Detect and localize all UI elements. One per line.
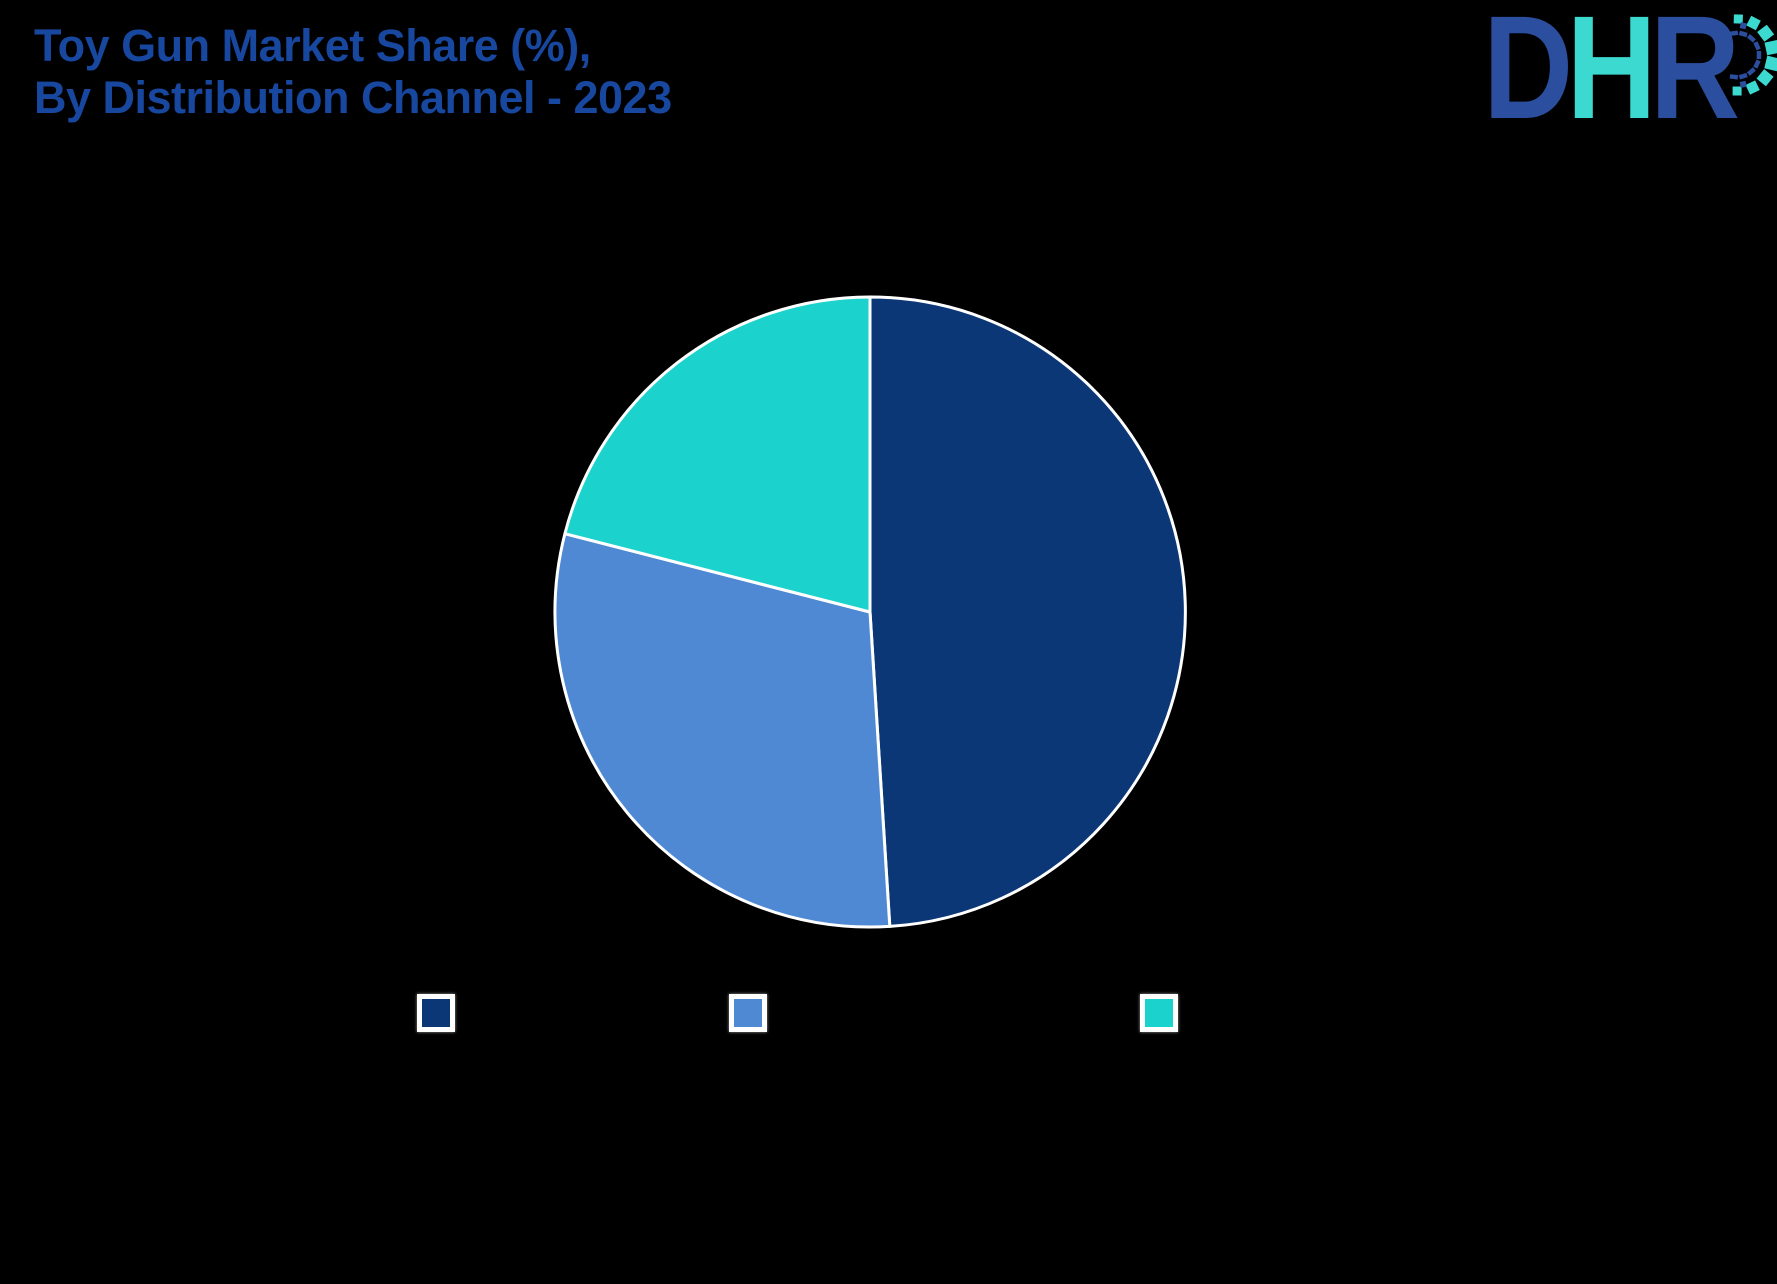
dhr-logo: D H R <box>1483 0 1740 150</box>
logo-dot <box>1746 34 1756 43</box>
logo-dot <box>1746 15 1761 31</box>
logo-dot <box>1756 51 1762 59</box>
pie-slice-1 <box>868 295 1187 928</box>
legend-item-3 <box>1140 994 1178 1032</box>
logo-dot <box>1764 40 1777 56</box>
chart-title: Toy Gun Market Share (%), By Distributio… <box>34 20 672 124</box>
legend-item-1 <box>417 994 455 1032</box>
logo-dot <box>1746 67 1756 76</box>
legend-swatch-3 <box>1145 999 1173 1027</box>
legend-item-2 <box>729 994 767 1032</box>
logo-dot <box>1739 80 1747 88</box>
logo-letter-d: D <box>1483 0 1573 150</box>
logo-dot <box>1745 80 1760 95</box>
chart-title-line1: Toy Gun Market Share (%), <box>34 20 591 71</box>
logo-dot <box>1729 30 1739 37</box>
logo-pixel-arc-icon <box>1729 14 1777 96</box>
logo-dot <box>1764 55 1777 72</box>
logo-dot <box>1757 24 1775 42</box>
logo-dot <box>1753 41 1761 51</box>
logo-dot <box>1756 69 1774 87</box>
legend-swatch-1 <box>422 999 450 1027</box>
logo-dot <box>1729 74 1739 80</box>
legend-swatch-2 <box>734 999 762 1027</box>
logo-letter-r: R <box>1649 0 1740 150</box>
logo-dot <box>1738 72 1748 80</box>
pie-slice-2 <box>553 532 892 929</box>
pie-slice-3 <box>563 295 872 614</box>
chart-title-line2: By Distribution Channel - 2023 <box>34 72 672 123</box>
logo-dot <box>1739 22 1747 30</box>
logo-letter-h: H <box>1566 0 1656 150</box>
logo-dot <box>1732 86 1742 96</box>
logo-dot <box>1733 14 1743 24</box>
logo-dot <box>1738 30 1748 38</box>
logo-dot <box>1753 59 1761 69</box>
